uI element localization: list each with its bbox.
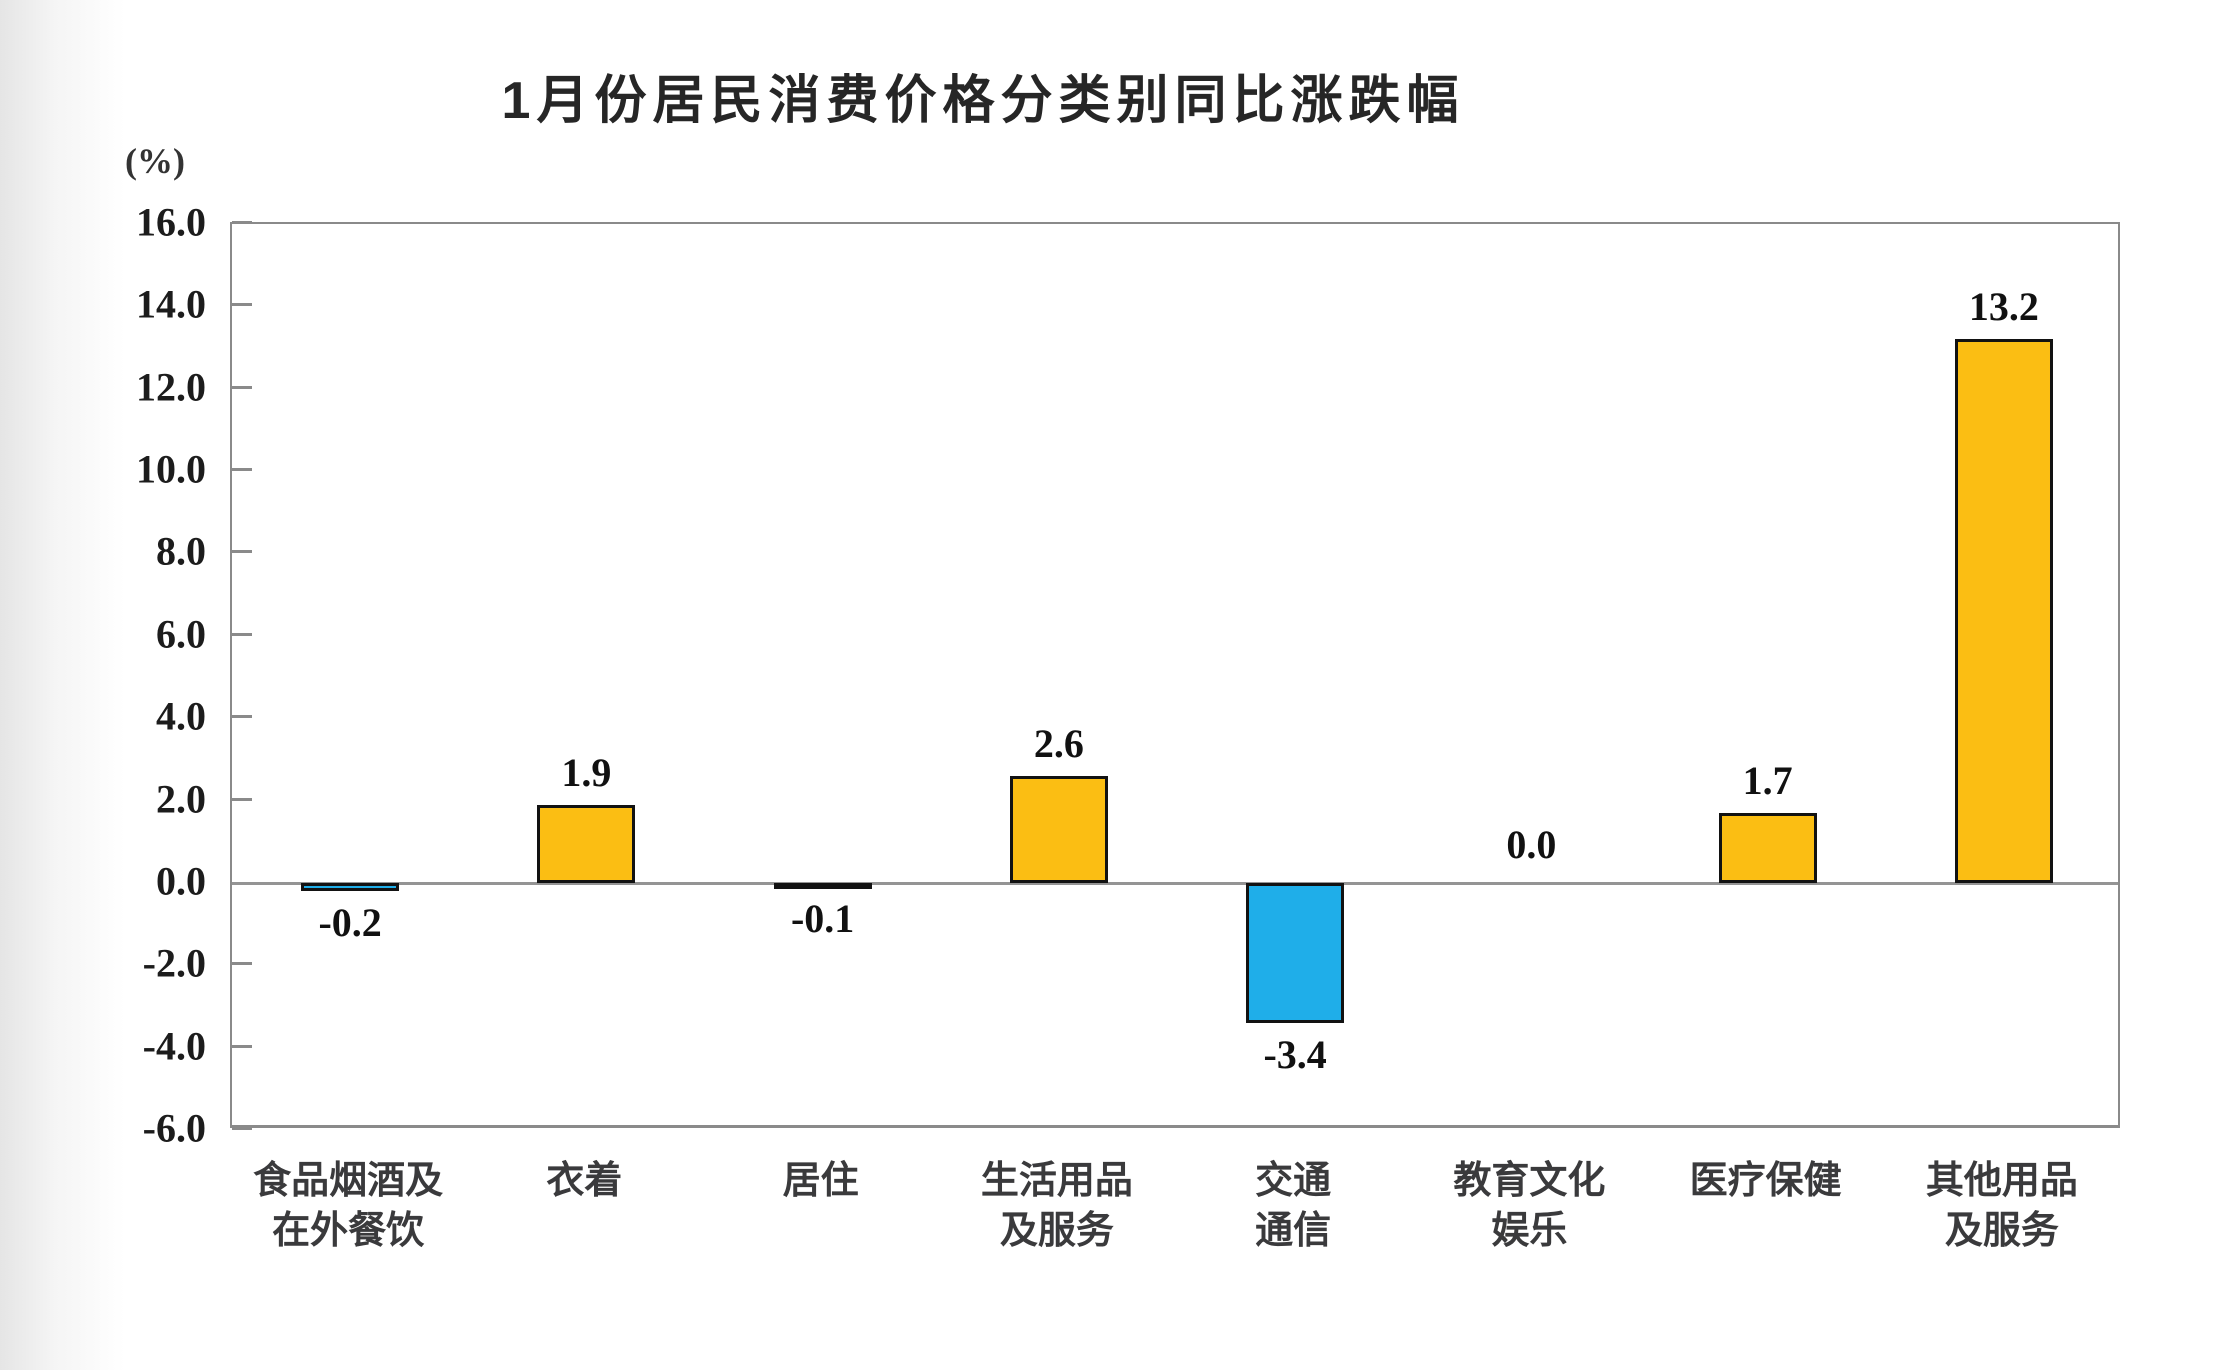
x-category-label: 医疗保健 bbox=[1648, 1156, 1884, 1206]
bar-value-label: 2.6 bbox=[1033, 720, 1084, 766]
y-tick-mark bbox=[232, 550, 252, 554]
bar-医疗保健 bbox=[1718, 812, 1817, 883]
x-category-label: 食品烟酒及 在外餐饮 bbox=[230, 1156, 466, 1256]
y-axis-unit-label: (%) bbox=[125, 141, 185, 181]
y-tick-label: 10.0 bbox=[136, 446, 206, 492]
y-tick-mark bbox=[232, 385, 252, 389]
y-tick-label: 4.0 bbox=[156, 693, 206, 739]
y-tick-mark bbox=[232, 1127, 252, 1130]
plot-area: -0.2 1.9 -0.1 2.6 -3.4 0.0 1.7 13.2 bbox=[230, 222, 2120, 1128]
bar-value-label: 13.2 bbox=[1968, 284, 2039, 330]
x-category-label-line: 通信 bbox=[1255, 1210, 1332, 1252]
y-tick-label: -4.0 bbox=[142, 1023, 206, 1069]
y-tick-label: 14.0 bbox=[136, 281, 206, 327]
bar-value-label: -0.2 bbox=[318, 900, 382, 946]
y-tick-label: 6.0 bbox=[156, 611, 206, 657]
bar-其他用品及服务 bbox=[1954, 339, 2053, 883]
bar-value-label: 1.7 bbox=[1742, 757, 1793, 803]
y-tick-label: 2.0 bbox=[156, 776, 206, 822]
bar-value-label: 1.9 bbox=[561, 749, 612, 795]
x-category-label-line: 衣着 bbox=[546, 1160, 623, 1202]
x-category-label-line: 及服务 bbox=[999, 1210, 1114, 1252]
y-tick-mark bbox=[232, 715, 252, 719]
x-category-label: 生活用品 及服务 bbox=[939, 1156, 1175, 1256]
bar-衣着 bbox=[537, 804, 636, 883]
x-category-label-line: 食品烟酒及 bbox=[253, 1160, 444, 1202]
bar-value-label: 0.0 bbox=[1506, 821, 1557, 867]
y-tick-mark bbox=[232, 1044, 252, 1048]
bar-交通通信 bbox=[1246, 882, 1345, 1023]
y-tick-mark bbox=[232, 468, 252, 472]
bar-居住 bbox=[773, 882, 872, 889]
y-tick-mark bbox=[232, 797, 252, 801]
x-category-label-line: 其他用品 bbox=[1925, 1160, 2078, 1202]
y-tick-label: -6.0 bbox=[142, 1105, 206, 1151]
x-category-label-line: 教育文化 bbox=[1453, 1160, 1606, 1202]
x-category-label-line: 及服务 bbox=[1944, 1210, 2059, 1252]
x-category-label: 衣着 bbox=[466, 1156, 702, 1206]
y-tick-mark bbox=[232, 962, 252, 966]
x-category-label: 居住 bbox=[703, 1156, 939, 1206]
x-category-label-line: 医疗保健 bbox=[1689, 1160, 1842, 1202]
bar-食品烟酒及在外餐饮 bbox=[301, 882, 400, 892]
chart-title: 1月份居民消费价格分类别同比涨跌幅 bbox=[501, 72, 1465, 130]
y-tick-mark bbox=[232, 221, 252, 224]
y-tick-mark bbox=[232, 632, 252, 636]
x-category-label-line: 交通 bbox=[1255, 1160, 1332, 1202]
x-category-label: 交通 通信 bbox=[1175, 1156, 1411, 1256]
x-category-label-line: 在外餐饮 bbox=[272, 1210, 425, 1252]
y-tick-mark bbox=[232, 303, 252, 307]
y-tick-label: 12.0 bbox=[136, 364, 206, 410]
y-tick-label: 0.0 bbox=[156, 858, 206, 904]
x-category-label: 教育文化 娱乐 bbox=[1411, 1156, 1647, 1256]
y-tick-label: 8.0 bbox=[156, 528, 206, 574]
x-category-label-line: 娱乐 bbox=[1491, 1210, 1568, 1252]
x-category-label-line: 生活用品 bbox=[980, 1160, 1133, 1202]
y-tick-label: 16.0 bbox=[136, 199, 206, 245]
x-category-label-line: 居住 bbox=[782, 1160, 859, 1202]
bar-生活用品及服务 bbox=[1009, 775, 1108, 883]
bar-value-label: -0.1 bbox=[790, 896, 855, 942]
y-tick-label: -2.0 bbox=[142, 940, 206, 986]
bar-value-label: -3.4 bbox=[1263, 1031, 1327, 1077]
x-category-label: 其他用品 及服务 bbox=[1884, 1156, 2120, 1256]
zero-baseline bbox=[232, 881, 2118, 885]
